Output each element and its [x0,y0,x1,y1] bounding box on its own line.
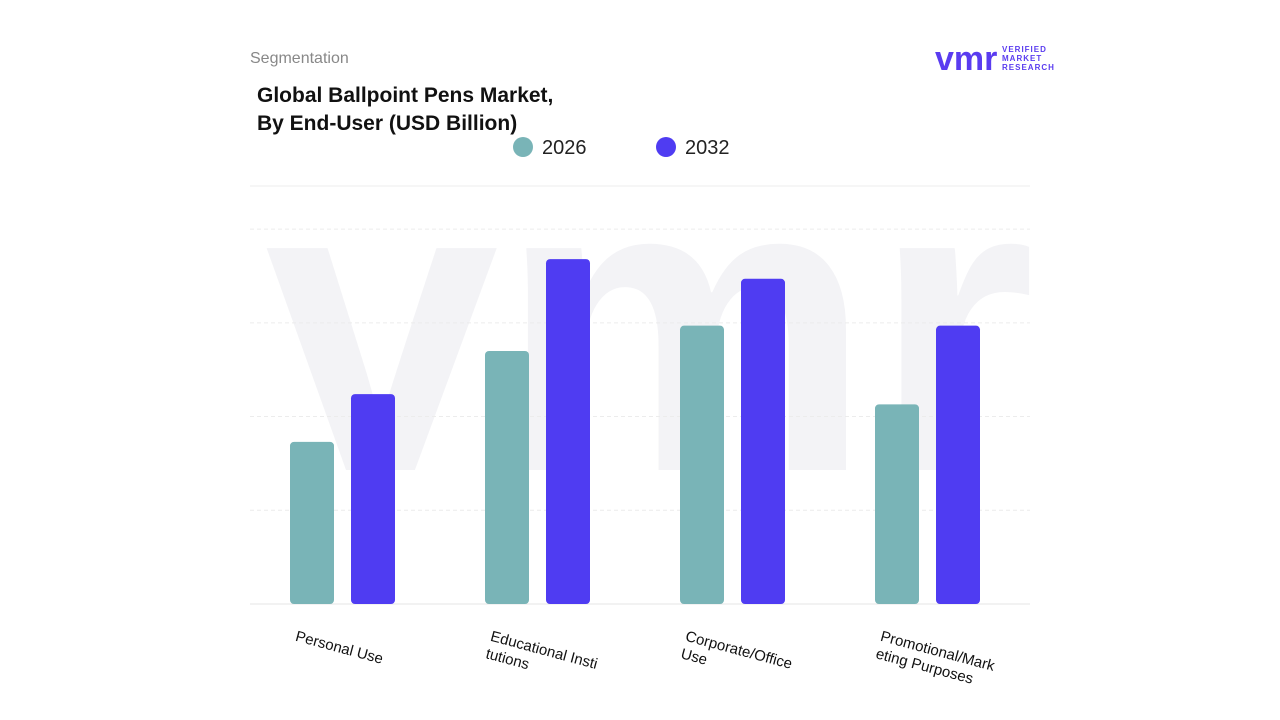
bar [936,325,980,604]
chart-title: Global Ballpoint Pens Market, [257,84,554,107]
bar [680,325,724,604]
legend-swatch [656,137,676,157]
chart-subtitle: By End-User (USD Billion) [257,112,518,135]
bar [290,441,334,604]
bar [546,259,590,604]
logo-text: VERIFIED MARKET RESEARCH [1002,45,1055,72]
legend-swatch [513,137,533,157]
bar [485,350,529,604]
bar [741,278,785,604]
legend-label: 2032 [685,137,730,159]
legend-label: 2026 [542,137,587,159]
bar [351,394,395,604]
bar [875,404,919,604]
logo-mark: vmr [935,40,997,78]
supertitle: Segmentation [250,50,349,67]
